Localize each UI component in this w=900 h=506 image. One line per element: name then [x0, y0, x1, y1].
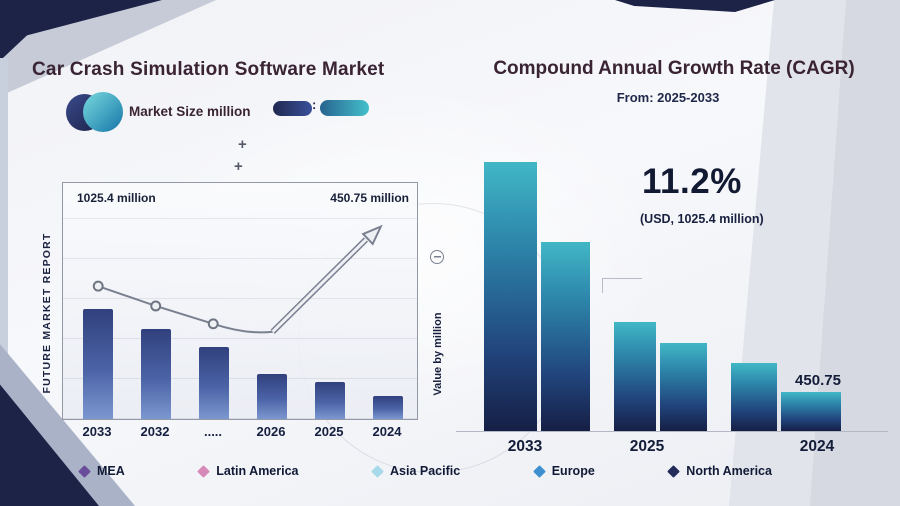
diamond-icon: [371, 464, 384, 478]
top-edge-decoration: [615, 0, 775, 12]
legend-item-asia-pacific: Asia Pacific: [371, 464, 461, 478]
legend-item-north-america: North America: [667, 464, 772, 478]
trend-marker: [207, 318, 219, 330]
trend-marker: [92, 280, 104, 292]
x-label-2032: 2032: [140, 424, 170, 439]
diamond-icon: [532, 464, 546, 478]
trend-arrow-shaft: [271, 238, 367, 333]
left-edge-strip: [0, 58, 8, 388]
x-axis-line: [456, 431, 888, 432]
cagr-bar-2025-a: [614, 322, 656, 431]
legend-item-europe: Europe: [532, 464, 595, 478]
bar-2033: [83, 309, 113, 419]
cagr-bar-2033-a: [484, 162, 537, 431]
x-label-2025: 2025: [314, 424, 344, 439]
x-label-2024: 2024: [799, 438, 835, 455]
legend-item-mea: MEA: [78, 464, 125, 478]
scale-pill-navy: [273, 101, 312, 116]
step-decoration: [602, 278, 642, 293]
x-label-2025: 2025: [629, 438, 665, 455]
x-label-2024: 2024: [372, 424, 402, 439]
x-label-2033: 2033: [82, 424, 112, 439]
region-legend: MEA Latin America Asia Pacific Europe No…: [78, 464, 772, 478]
scale-pill-separator: :: [312, 97, 317, 112]
plus-decoration: +: [238, 136, 247, 153]
max-value-label: 1025.4 million: [77, 191, 156, 205]
cagr-chart: 450.75 2033 2025 2024: [456, 150, 888, 455]
bar-ellipsis: [199, 347, 229, 419]
trend-marker: [150, 300, 162, 312]
cagr-title: Compound Annual Growth Rate (CAGR): [493, 58, 855, 79]
trend-overlay: [92, 224, 383, 334]
page-title: Car Crash Simulation Software Market: [32, 59, 385, 80]
cagr-bar-2024-b: [781, 392, 841, 431]
diamond-icon: [197, 464, 211, 478]
bar-2026: [257, 374, 287, 419]
legend-label: MEA: [97, 464, 125, 478]
market-size-cylinder-icon: [66, 92, 124, 132]
market-size-label: Market Size million: [129, 104, 251, 119]
min-value-label: 450.75 million: [330, 191, 409, 205]
trend-arrow-shaft-outline: [270, 237, 369, 334]
left-chart-side-label: FUTURE MARKET REPORT: [41, 232, 53, 394]
diamond-icon: [667, 464, 681, 478]
legend-label: Europe: [551, 464, 595, 478]
trend-line: [97, 285, 273, 334]
right-chart-y-axis-label: Value by million: [432, 312, 444, 396]
cagr-bar-2024-a: [731, 363, 777, 431]
trend-arrowhead-icon: [361, 224, 383, 246]
legend-label: North America: [686, 464, 772, 478]
cylinder-icon-teal-half: [83, 92, 123, 132]
cagr-bar-2025-b: [660, 343, 707, 431]
cagr-note: (USD, 1025.4 million): [640, 212, 764, 226]
bar-2024: [373, 396, 403, 419]
cagr-bar-2033-b: [541, 242, 590, 431]
diamond-icon: [78, 464, 91, 478]
value-annotation-450-75: 450.75: [795, 372, 841, 389]
legend-label: Latin America: [216, 464, 299, 478]
legend-item-latin-america: Latin America: [197, 464, 299, 478]
plus-decoration: +: [234, 158, 243, 175]
circle-minus-decoration: [430, 250, 444, 264]
market-size-chart: 1025.4 million 450.75 million: [62, 182, 418, 420]
bar-2032: [141, 329, 171, 419]
x-label-2026: 2026: [256, 424, 286, 439]
scale-pill-teal: [320, 100, 369, 116]
x-label-2033: 2033: [507, 438, 543, 455]
x-label-ellipsis: .....: [203, 424, 223, 439]
bar-2025: [315, 382, 345, 419]
cagr-value: 11.2%: [642, 162, 742, 201]
legend-label: Asia Pacific: [390, 464, 461, 478]
cagr-subtitle: From: 2025-2033: [616, 90, 720, 105]
